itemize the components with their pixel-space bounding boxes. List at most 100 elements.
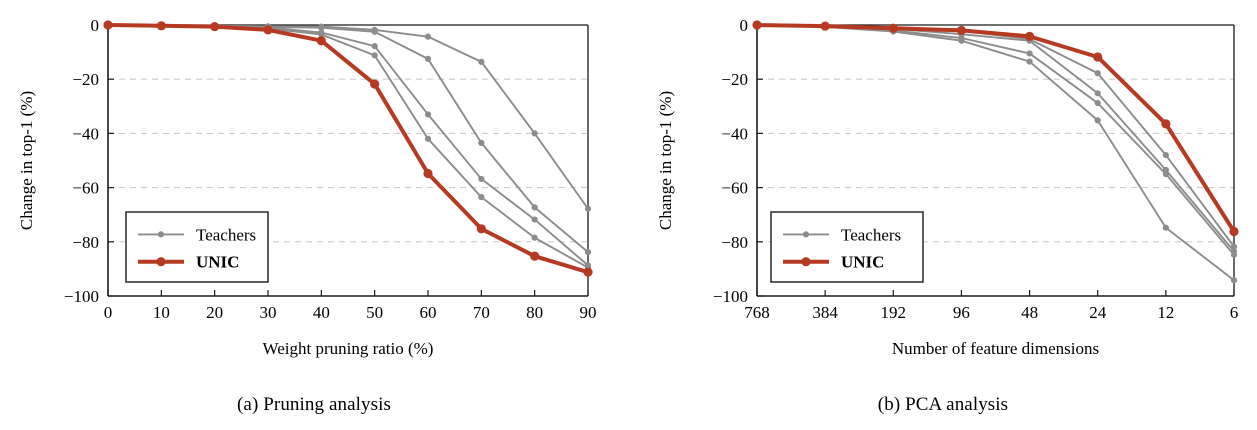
y-tick-label: −80 — [721, 233, 748, 252]
data-point-marker — [584, 249, 592, 256]
legend-swatch-unic-marker — [156, 257, 166, 267]
y-tick-label: −20 — [721, 70, 748, 89]
caption-panel-b: (b) PCA analysis — [877, 394, 1009, 415]
y-tick-label: −40 — [721, 124, 748, 143]
data-point-marker — [1162, 151, 1169, 159]
data-point-marker — [1094, 117, 1101, 124]
legend-label-teachers: Teachers — [196, 225, 256, 244]
data-point-marker — [956, 25, 967, 36]
data-point-marker — [531, 130, 538, 137]
x-tick-label: 50 — [366, 303, 383, 322]
y-axis-label: Change in top-1 (%) — [17, 91, 36, 230]
data-point-marker — [1162, 224, 1169, 231]
pruning-analysis-chart: 0 −20 −40 −60 −80 −100 0 10 20 30 40 50 60 70 80 90 Weig… — [17, 16, 597, 358]
panel-pruning-analysis: 0 −20 −40 −60 −80 −100 0 10 20 30 40 50 60 70 80 90 Weig… — [0, 0, 628, 430]
axis-titles: Number of feature dimensions Change in to… — [656, 91, 1099, 358]
data-point-marker — [888, 23, 898, 33]
data-point-marker — [263, 25, 273, 35]
y-tick-label: −20 — [72, 70, 99, 89]
data-point-marker — [478, 175, 485, 183]
data-point-marker — [424, 55, 432, 62]
legend-label-teachers: Teachers — [841, 225, 901, 244]
data-point-marker — [1026, 58, 1033, 65]
x-tick-label: 768 — [744, 303, 770, 322]
data-point-marker — [478, 139, 485, 146]
data-point-marker — [318, 31, 325, 38]
x-axis-label: Weight pruning ratio (%) — [263, 339, 434, 358]
chart-legend: Teachers UNIC — [125, 211, 269, 283]
legend-entry-unic: UNIC — [138, 253, 239, 272]
data-point-marker — [1024, 31, 1035, 41]
series-line — [755, 23, 1236, 234]
data-point-marker — [1094, 99, 1101, 107]
x-tick-label: 40 — [313, 303, 330, 322]
data-point-marker — [752, 20, 762, 30]
x-tick-label: 192 — [881, 303, 907, 322]
data-point-marker — [318, 24, 325, 31]
data-point-marker — [584, 205, 592, 212]
data-point-marker — [1230, 277, 1238, 284]
data-point-marker — [1229, 226, 1239, 237]
data-point-marker — [1230, 251, 1238, 258]
x-axis-ticks: 0 10 20 30 40 50 60 70 80 90 — [104, 290, 597, 322]
axis-titles: Weight pruning ratio (%) Change in top-1 … — [17, 91, 433, 358]
data-point-marker — [476, 224, 486, 234]
x-tick-label: 96 — [953, 303, 970, 322]
data-point-marker — [316, 36, 326, 46]
data-point-marker — [370, 79, 380, 89]
x-tick-label: 90 — [580, 303, 597, 322]
legend-entry-teachers: Teachers — [783, 225, 901, 244]
data-point-marker — [1161, 119, 1171, 129]
data-point-marker — [210, 22, 220, 32]
caption-panel-a: (a) Pruning analysis — [237, 394, 391, 415]
data-point-marker — [1094, 90, 1101, 97]
legend-swatch-teachers-marker — [802, 231, 810, 238]
x-tick-label: 70 — [473, 303, 490, 322]
y-tick-label: −100 — [64, 287, 99, 306]
data-point-marker — [531, 234, 538, 241]
data-point-marker — [1026, 50, 1033, 57]
data-point-marker — [478, 58, 485, 65]
data-point-marker — [423, 168, 433, 179]
series-teacher — [104, 21, 592, 212]
x-tick-label: 24 — [1089, 303, 1107, 322]
data-series-group — [752, 20, 1239, 284]
x-tick-label: 384 — [812, 303, 838, 322]
x-tick-label: 12 — [1157, 303, 1174, 322]
x-tick-label: 6 — [1230, 303, 1239, 322]
data-point-marker — [531, 204, 538, 211]
panel-pca-analysis: 0 −20 −40 −60 −80 −100 768 384 192 96 48 24 12 6 Numbe… — [629, 0, 1257, 430]
y-tick-label: −60 — [72, 179, 99, 198]
y-tick-label: −80 — [72, 233, 99, 252]
x-tick-label: 48 — [1021, 303, 1038, 322]
legend-swatch-unic-marker — [801, 257, 811, 267]
x-axis-ticks: 768 384 192 96 48 24 12 6 — [744, 290, 1238, 322]
data-point-marker — [531, 216, 538, 223]
x-axis-label: Number of feature dimensions — [892, 339, 1099, 358]
axes — [756, 24, 1235, 297]
data-point-marker — [371, 43, 378, 50]
data-point-marker — [424, 111, 432, 118]
legend-entry-unic: UNIC — [783, 253, 884, 272]
legend-entry-teachers: Teachers — [138, 225, 256, 244]
y-tick-label: 0 — [740, 16, 749, 35]
x-tick-label: 10 — [153, 303, 170, 322]
series-line — [106, 23, 590, 275]
legend-box — [770, 211, 924, 283]
data-point-marker — [820, 21, 830, 31]
y-axis-label: Change in top-1 (%) — [656, 91, 675, 230]
y-axis-ticks: 0 −20 −40 −60 −80 −100 — [713, 16, 763, 306]
x-tick-label: 30 — [260, 303, 277, 322]
legend-swatch-teachers-marker — [157, 231, 165, 238]
data-point-marker — [156, 21, 166, 31]
data-point-marker — [371, 28, 378, 35]
x-tick-label: 60 — [420, 303, 437, 322]
chart-legend: Teachers UNIC — [770, 211, 924, 283]
y-tick-label: 0 — [91, 16, 100, 35]
x-tick-label: 0 — [104, 303, 113, 322]
data-point-marker — [958, 37, 965, 44]
data-point-marker — [530, 251, 540, 261]
data-point-marker — [424, 135, 432, 142]
